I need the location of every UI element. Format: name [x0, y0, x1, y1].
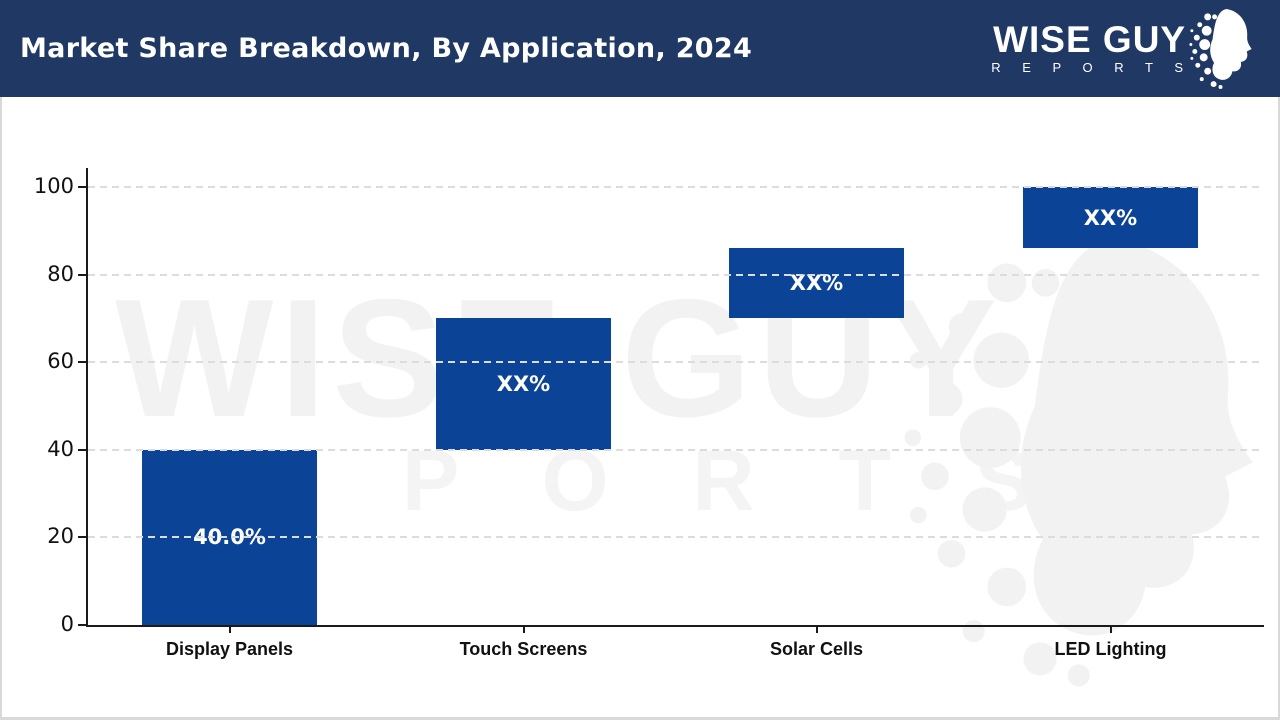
gridline-20	[88, 536, 1262, 539]
brand-face-icon	[1178, 6, 1266, 90]
page-border-right	[1278, 97, 1280, 720]
gridline-100	[88, 186, 1262, 188]
bar-led-lighting: XX%	[1023, 187, 1198, 249]
gridline-40	[88, 448, 1262, 451]
gridline-80	[88, 273, 1262, 276]
y-axis-line	[86, 168, 88, 627]
y-tick-label-100: 100	[33, 174, 74, 198]
y-tick-label-0: 0	[60, 612, 74, 636]
y-tick-label-80: 80	[47, 261, 74, 286]
y-tick-100	[78, 186, 87, 188]
y-tick-label-60: 60	[47, 349, 74, 374]
bar-touch-screens: XX%	[436, 318, 611, 450]
x-tick-2	[522, 625, 525, 633]
x-tick-3	[815, 625, 818, 633]
gridline-60	[88, 361, 1262, 364]
y-tick-80	[78, 273, 87, 276]
bar-value-label: XX%	[496, 372, 551, 397]
x-tick-1	[228, 625, 231, 633]
y-tick-label-20: 20	[47, 524, 74, 549]
page-border-bottom	[0, 717, 1280, 720]
chart-title: Market Share Breakdown, By Application, …	[20, 33, 753, 64]
bar-value-label: XX%	[1083, 205, 1138, 230]
y-tick-label-40: 40	[47, 436, 74, 461]
brand-subname: R E P O R T S	[991, 60, 1192, 75]
x-axis-line	[86, 625, 1264, 627]
x-category-label: LED Lighting	[1054, 639, 1167, 659]
x-category-label: Solar Cells	[769, 639, 864, 659]
y-tick-60	[78, 361, 87, 364]
brand-logo: WISE GUY R E P O R T S	[987, 6, 1266, 90]
y-tick-0	[78, 624, 87, 626]
x-tick-4	[1109, 625, 1112, 633]
y-tick-40	[78, 448, 87, 451]
x-category-label: Touch Screens	[459, 639, 588, 659]
brand-name: WISE GUY	[993, 19, 1187, 60]
bar-solar-cells: XX%	[729, 248, 904, 319]
y-tick-20	[78, 536, 87, 539]
x-category-label: Display Panels	[165, 639, 294, 659]
header-bar: Market Share Breakdown, By Application, …	[0, 0, 1280, 97]
brand-logo-text: WISE GUY R E P O R T S	[987, 21, 1192, 75]
page-border-left	[0, 97, 2, 720]
